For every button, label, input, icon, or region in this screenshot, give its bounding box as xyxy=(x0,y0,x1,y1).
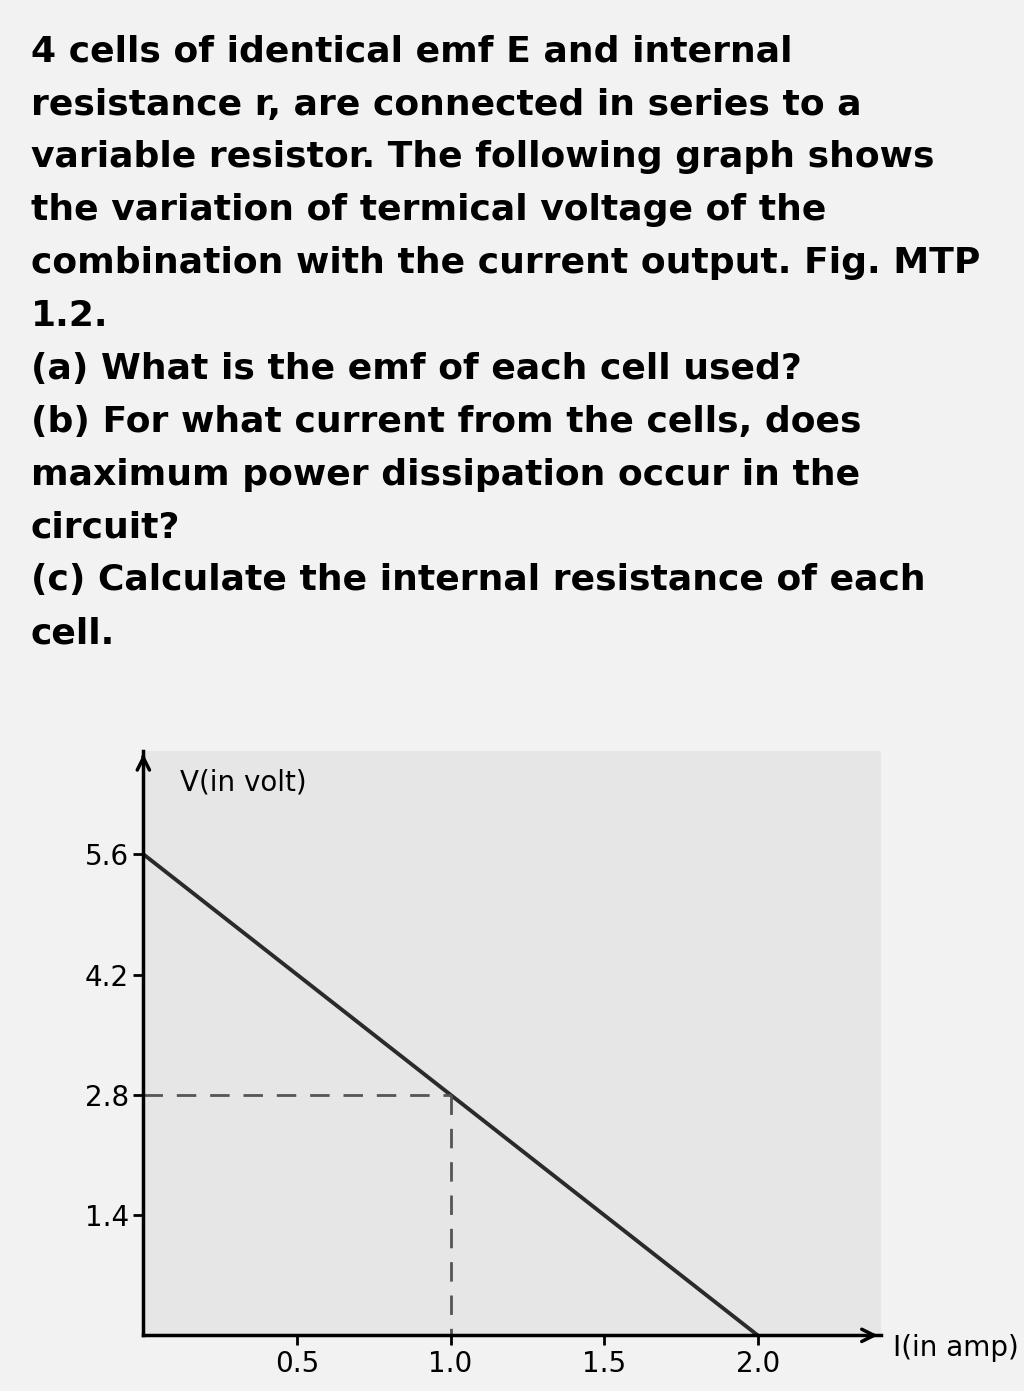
Text: I(in amp): I(in amp) xyxy=(893,1334,1019,1362)
Text: maximum power dissipation occur in the: maximum power dissipation occur in the xyxy=(31,458,860,491)
Text: cell.: cell. xyxy=(31,616,115,650)
Text: variable resistor. The following graph shows: variable resistor. The following graph s… xyxy=(31,140,934,174)
Text: (a) What is the emf of each cell used?: (a) What is the emf of each cell used? xyxy=(31,352,802,385)
Text: the variation of termical voltage of the: the variation of termical voltage of the xyxy=(31,193,826,227)
Text: combination with the current output. Fig. MTP: combination with the current output. Fig… xyxy=(31,246,980,280)
Text: (b) For what current from the cells, does: (b) For what current from the cells, doe… xyxy=(31,405,861,438)
Text: resistance r, are connected in series to a: resistance r, are connected in series to… xyxy=(31,88,861,121)
Text: 4 cells of identical emf E and internal: 4 cells of identical emf E and internal xyxy=(31,35,793,68)
Text: V(in volt): V(in volt) xyxy=(180,769,307,797)
Text: 1.2.: 1.2. xyxy=(31,299,109,332)
Text: circuit?: circuit? xyxy=(31,510,180,544)
Text: (c) Calculate the internal resistance of each: (c) Calculate the internal resistance of… xyxy=(31,563,926,597)
